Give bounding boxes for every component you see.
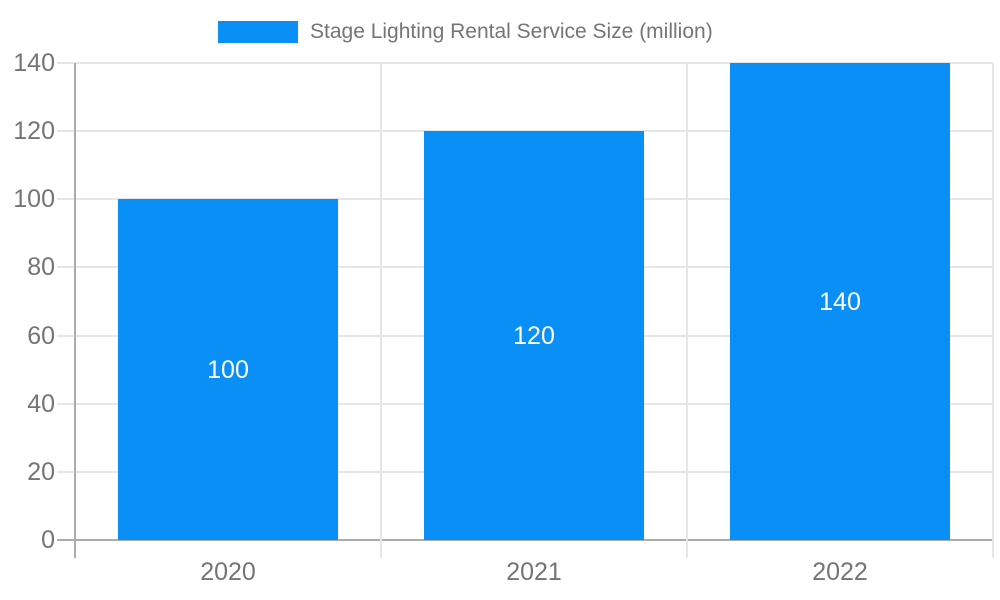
legend-swatch xyxy=(218,21,298,43)
y-axis-tick-label: 20 xyxy=(27,458,55,486)
bar-2022[interactable] xyxy=(730,63,950,540)
bar-value-label: 120 xyxy=(513,322,555,350)
x-axis-tick-label: 2022 xyxy=(812,558,868,586)
bar-value-label: 100 xyxy=(207,356,249,384)
y-axis-tick-label: 120 xyxy=(13,117,55,145)
x-axis-line xyxy=(57,539,993,541)
y-axis-tick-label: 40 xyxy=(27,390,55,418)
y-axis-tick-label: 0 xyxy=(41,526,55,554)
y-axis-tick-label: 60 xyxy=(27,322,55,350)
legend-item[interactable]: Stage Lighting Rental Service Size (mill… xyxy=(218,21,713,43)
gridline-vertical xyxy=(992,63,994,558)
gridline-vertical xyxy=(686,63,688,558)
y-axis-tick-label: 100 xyxy=(13,185,55,213)
y-axis-tick-label: 80 xyxy=(27,253,55,281)
legend-label: Stage Lighting Rental Service Size (mill… xyxy=(310,20,713,43)
bar-2021[interactable] xyxy=(424,131,644,540)
y-axis-line xyxy=(74,63,76,558)
x-axis-tick-label: 2020 xyxy=(200,558,256,586)
y-axis-tick-label: 140 xyxy=(13,49,55,77)
gridline-horizontal xyxy=(57,62,993,64)
bar-2020[interactable] xyxy=(118,199,338,540)
gridline-vertical xyxy=(380,63,382,558)
x-axis-tick-label: 2021 xyxy=(506,558,562,586)
bar-value-label: 140 xyxy=(819,288,861,316)
